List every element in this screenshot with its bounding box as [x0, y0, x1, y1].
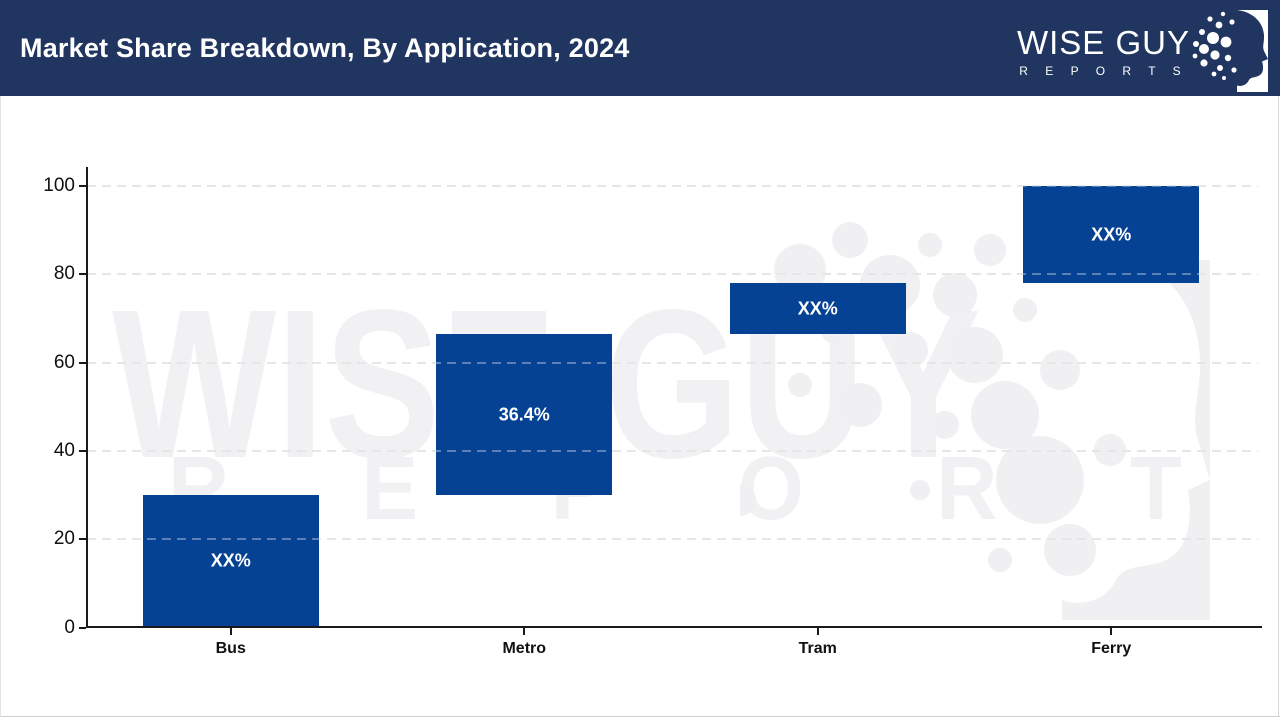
bar-value-label: 36.4%	[498, 404, 550, 425]
x-axis-tick	[523, 628, 526, 635]
gridline	[87, 185, 1258, 187]
y-axis-tick	[79, 449, 86, 452]
bar-value-label: XX%	[797, 298, 838, 319]
face-profile-icon	[1192, 10, 1268, 92]
x-axis-tick	[1110, 628, 1113, 635]
y-tick-label: 20	[53, 528, 75, 550]
gridline-overlay	[87, 449, 1258, 452]
y-tick-label: 60	[53, 351, 75, 373]
x-category-label: Ferry	[1091, 640, 1132, 657]
bar-segment	[729, 283, 906, 335]
gridline-overlay	[87, 538, 1258, 541]
x-axis-line	[86, 626, 1262, 628]
gridline-overlay	[87, 185, 1258, 187]
x-category-label: Metro	[502, 640, 547, 657]
wiseguy-logo: WISE GUY R E P O R T S	[1017, 6, 1268, 92]
x-category-label: Bus	[215, 640, 246, 657]
y-axis-tick	[79, 361, 86, 364]
y-axis-line	[86, 167, 88, 628]
y-axis-tick	[79, 185, 86, 187]
gridline-overlay	[87, 361, 1258, 364]
gridline-overlay	[87, 273, 1258, 276]
left-border-line	[0, 96, 1, 717]
bar-segment	[142, 495, 319, 628]
y-tick-label: 40	[53, 439, 75, 461]
gridline	[87, 361, 1258, 364]
y-tick-label: 0	[64, 616, 75, 638]
y-axis-tick	[79, 538, 86, 541]
y-axis-tick	[79, 626, 86, 629]
logo-wordmark: WISE GUY	[1016, 24, 1190, 61]
x-axis-tick	[229, 628, 232, 635]
watermark-text-line2: R E P O R T S	[168, 439, 1280, 539]
y-tick-label: 100	[43, 175, 75, 196]
page-title: Market Share Breakdown, By Application, …	[20, 33, 630, 63]
wiseguy-logo-text: WISE GUY R E P O R T S	[1017, 24, 1190, 78]
gridline	[87, 538, 1258, 541]
bottom-border-line	[0, 716, 1280, 717]
header-band: Market Share Breakdown, By Application, …	[0, 0, 1280, 96]
x-category-label: Tram	[798, 640, 837, 657]
bar-segment	[1023, 186, 1200, 284]
logo-subtitle: R E P O R T S	[1019, 64, 1188, 78]
bar-value-label: XX%	[1091, 224, 1132, 245]
gridline	[87, 273, 1258, 276]
bar-value-label: XX%	[210, 550, 251, 571]
right-border-line	[1278, 96, 1279, 717]
y-tick-label: 80	[53, 263, 75, 285]
gridline	[87, 449, 1258, 452]
y-axis-tick	[79, 273, 86, 276]
x-axis-tick	[816, 628, 819, 635]
bar-segment	[436, 334, 613, 496]
